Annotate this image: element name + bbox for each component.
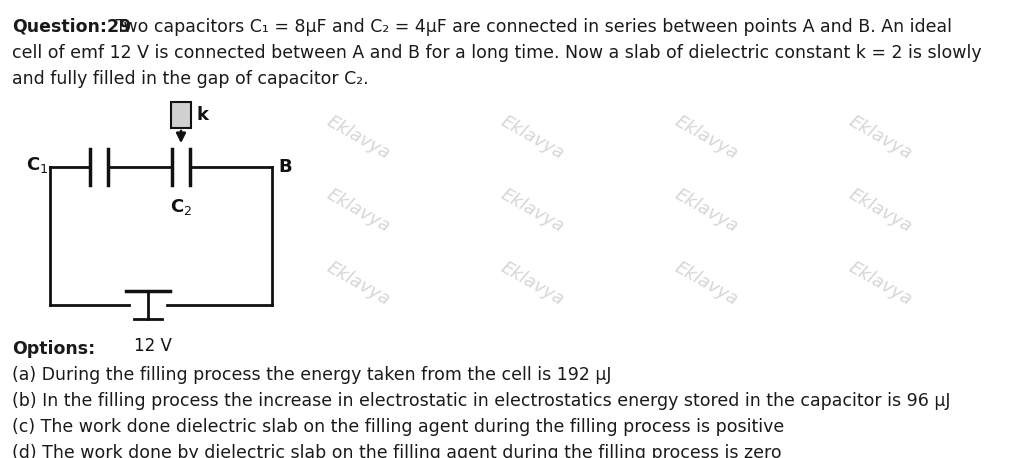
Text: Eklavya: Eklavya [324, 112, 393, 163]
Text: Eklavya: Eklavya [498, 112, 567, 163]
Text: Eklavya: Eklavya [498, 259, 567, 309]
Text: Eklavya: Eklavya [498, 185, 567, 236]
Text: Two capacitors C₁ = 8μF and C₂ = 4μF are connected in series between points A an: Two capacitors C₁ = 8μF and C₂ = 4μF are… [110, 18, 952, 36]
Text: Eklavya: Eklavya [846, 185, 915, 236]
Bar [171, 102, 191, 128]
Text: Options:: Options: [12, 340, 95, 358]
Text: cell of emf 12 V is connected between A and B for a long time. Now a slab of die: cell of emf 12 V is connected between A … [12, 44, 982, 62]
Text: Eklavya: Eklavya [672, 112, 741, 163]
Text: Eklavya: Eklavya [672, 259, 741, 309]
Text: (c) The work done dielectric slab on the filling agent during the filling proces: (c) The work done dielectric slab on the… [12, 418, 784, 436]
Text: Eklavya: Eklavya [324, 259, 393, 309]
Text: Eklavya: Eklavya [324, 185, 393, 236]
Text: Eklavya: Eklavya [672, 185, 741, 236]
Text: Eklavya: Eklavya [846, 112, 915, 163]
Text: C$_1$: C$_1$ [26, 155, 48, 175]
Text: (a) During the filling process the energy taken from the cell is 192 μJ: (a) During the filling process the energ… [12, 366, 611, 384]
Text: k: k [196, 106, 208, 124]
Text: (d) The work done by dielectric slab on the filling agent during the filling pro: (d) The work done by dielectric slab on … [12, 444, 781, 458]
Text: C$_2$: C$_2$ [170, 197, 193, 217]
Text: B: B [278, 158, 292, 176]
Text: and fully filled in the gap of capacitor C₂.: and fully filled in the gap of capacitor… [12, 70, 369, 88]
Text: (b) In the filling process the increase in electrostatic in electrostatics energ: (b) In the filling process the increase … [12, 392, 950, 410]
Text: Question:29: Question:29 [12, 18, 131, 36]
Text: Eklavya: Eklavya [846, 259, 915, 309]
Text: 12 V: 12 V [134, 337, 172, 355]
